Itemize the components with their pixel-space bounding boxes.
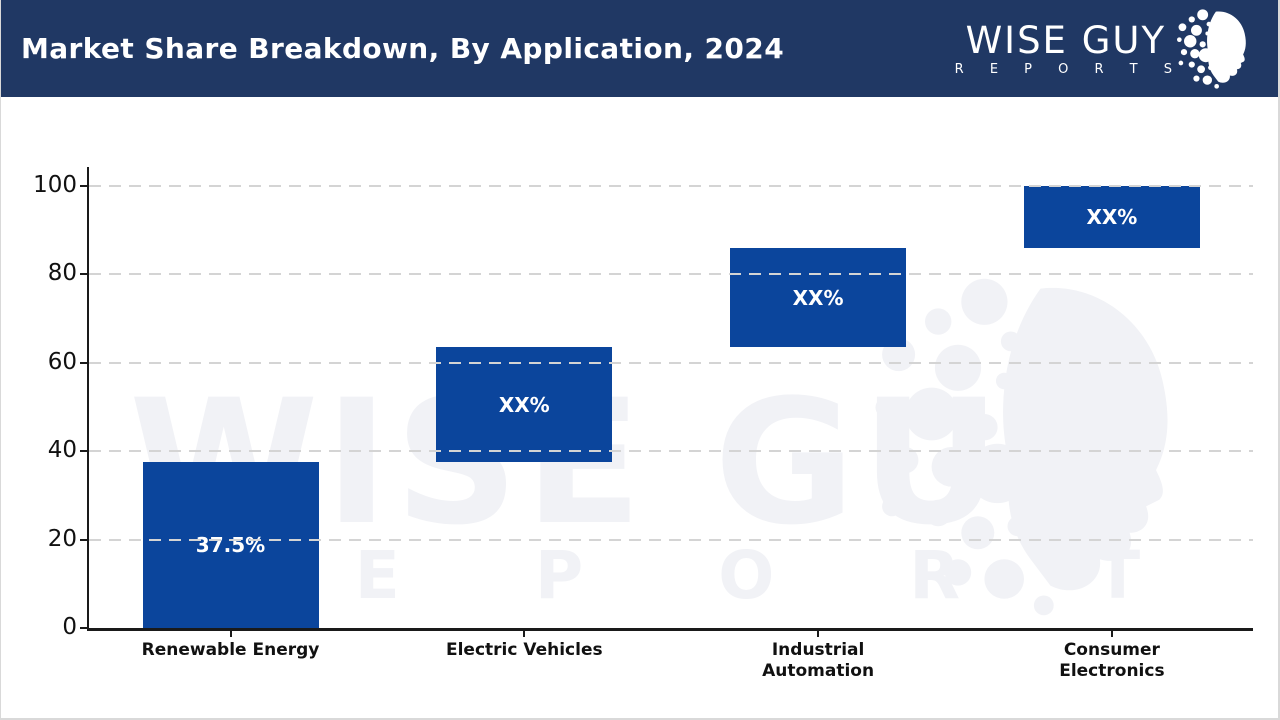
watermark-head-icon — [875, 278, 1168, 616]
x-tick-consumer-electronics — [1110, 628, 1113, 637]
brand-name: WISE GUY — [965, 18, 1167, 62]
y-tick-100 — [80, 185, 89, 187]
y-tick-0 — [80, 627, 89, 629]
y-tick-label-40: 40 — [47, 437, 77, 464]
y-tick-label-20: 20 — [47, 525, 77, 552]
brand-logo-text: WISE GUY R E P O R T S — [949, 22, 1183, 76]
bar-value-label-industrial-automation: XX% — [792, 285, 844, 310]
brand-head-icon — [1177, 8, 1246, 89]
category-label-line: Automation — [762, 661, 875, 682]
y-tick-label-100: 100 — [33, 172, 77, 198]
y-tick-label-0: 0 — [62, 614, 77, 640]
x-tick-industrial-automation — [817, 628, 820, 637]
y-tick-20 — [80, 538, 89, 541]
gridline-100 — [89, 185, 1253, 187]
y-axis-line — [87, 167, 89, 630]
category-label-line: Electric Vehicles — [445, 640, 603, 660]
gridline-80 — [89, 273, 1253, 276]
bar-value-label-electric-vehicles: XX% — [498, 392, 550, 417]
x-tick-renewable-energy — [229, 628, 232, 637]
y-tick-label-60: 60 — [47, 348, 77, 375]
bar-value-label-consumer-electronics: XX% — [1086, 204, 1138, 229]
category-label-line: Electronics — [1059, 661, 1165, 682]
gridline-40 — [89, 450, 1253, 453]
category-label-line: Industrial — [771, 640, 865, 660]
gridline-20 — [89, 538, 1253, 541]
bar-electric-vehicles: XX% — [436, 347, 613, 463]
gridline-60 — [89, 361, 1253, 364]
y-tick-60 — [80, 361, 89, 364]
y-tick-40 — [80, 450, 89, 453]
bar-consumer-electronics: XX% — [1023, 186, 1200, 248]
category-label-line: Renewable Energy — [141, 640, 320, 660]
category-label-consumer-electronics: Consumer Electronics — [965, 640, 1259, 683]
x-axis-line — [87, 628, 1253, 631]
y-tick-label-80: 80 — [47, 260, 77, 287]
chart-area: WISE GUY R E P O R T S 37.5% XX% XX% XX% 0 20… — [1, 97, 1278, 718]
x-tick-electric-vehicles — [523, 628, 526, 637]
bar-value-label-renewable-energy: 37.5% — [195, 533, 266, 558]
category-label-electric-vehicles: Electric Vehicles — [377, 640, 671, 661]
category-label-renewable-energy: Renewable Energy — [84, 640, 378, 661]
bar-renewable-energy: 37.5% — [142, 462, 319, 628]
category-label-line: Consumer — [1063, 640, 1160, 660]
category-label-industrial-automation: Industrial Automation — [671, 640, 965, 683]
brand-logo: WISE GUY R E P O R T S — [949, 7, 1255, 91]
plot-area: 37.5% XX% XX% XX% 0 20 40 60 80 100 Renewable Ener… — [1, 97, 1278, 718]
page-title: Market Share Breakdown, By Application, … — [21, 32, 785, 65]
bar-industrial-automation: XX% — [730, 247, 907, 348]
brand-subname: R E P O R T S — [954, 61, 1183, 77]
y-tick-80 — [80, 273, 89, 276]
header-bar: Market Share Breakdown, By Application, … — [1, 0, 1278, 97]
